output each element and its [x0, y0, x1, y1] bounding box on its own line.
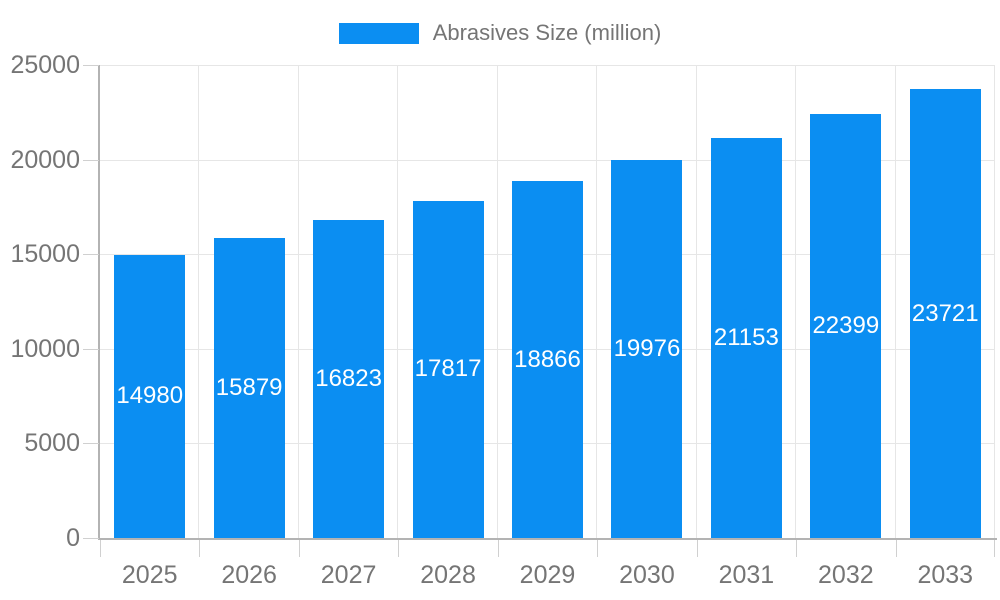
y-axis-line: [98, 65, 100, 540]
x-gridline-9: [994, 65, 995, 538]
legend-swatch: [338, 22, 419, 44]
y-tick-label-25000: 25000: [10, 51, 80, 79]
bar-value-label-2032: 22399: [812, 312, 880, 340]
bar-value-label-2025: 14980: [116, 382, 184, 410]
x-tick-mark-9: [994, 540, 995, 557]
y-gridline-25000: [100, 65, 995, 66]
y-tick-label-0: 0: [66, 524, 80, 552]
x-tick-label-2026: 2026: [221, 561, 277, 589]
x-gridline-2: [297, 65, 299, 538]
bar-2033[interactable]: 23721: [909, 89, 981, 538]
x-tick-mark-8: [895, 540, 897, 557]
y-tick-label-15000: 15000: [10, 240, 80, 269]
y-tick-mark-10000: [83, 348, 99, 350]
y-tick-mark-0: [83, 538, 99, 539]
bar-value-label-2031: 21153: [713, 323, 779, 351]
x-gridline-5: [596, 65, 598, 538]
x-tick-label-2027: 2027: [320, 561, 377, 589]
bar-value-label-2029: 18866: [514, 345, 581, 373]
bar-2031[interactable]: 21153: [710, 137, 782, 538]
y-tick-mark-5000: [83, 443, 99, 445]
y-tick-label-10000: 10000: [10, 334, 80, 363]
x-axis-line: [98, 538, 997, 540]
x-gridline-7: [795, 65, 797, 538]
bar-2027[interactable]: 16823: [313, 219, 385, 538]
bar-2032[interactable]: 22399: [810, 114, 882, 538]
y-tick-label-5000: 5000: [24, 429, 80, 458]
x-gridline-8: [894, 65, 896, 538]
x-tick-label-2025: 2025: [121, 561, 178, 589]
x-tick-mark-2: [298, 540, 300, 557]
x-tick-mark-4: [497, 540, 499, 557]
bar-value-label-2030: 19976: [613, 335, 681, 363]
y-tick-mark-25000: [83, 65, 99, 66]
legend-label: Abrasives Size (million): [432, 20, 662, 45]
x-tick-mark-7: [796, 540, 798, 557]
x-tick-label-2029: 2029: [519, 561, 576, 589]
bar-2030[interactable]: 19976: [611, 160, 683, 538]
y-gridline-20000: [100, 159, 995, 161]
y-tick-mark-20000: [83, 159, 99, 161]
x-tick-mark-0: [100, 540, 101, 557]
y-tick-label-20000: 20000: [10, 145, 80, 174]
x-tick-mark-6: [696, 540, 698, 557]
x-tick-label-2028: 2028: [420, 561, 476, 589]
bar-value-label-2028: 17817: [414, 355, 482, 383]
x-tick-label-2030: 2030: [619, 561, 675, 589]
bar-2028[interactable]: 17817: [412, 200, 484, 538]
legend: Abrasives Size (million): [0, 20, 1000, 46]
bar-2026[interactable]: 15879: [213, 237, 285, 538]
bar-value-label-2027: 16823: [315, 364, 382, 392]
x-tick-label-2032: 2032: [818, 561, 874, 589]
x-gridline-3: [397, 65, 399, 538]
x-gridline-1: [198, 65, 200, 538]
plot-area: 14980 15879 16823 17817 18866 19976 21153 22399…: [100, 65, 995, 538]
y-tick-mark-15000: [83, 254, 99, 256]
x-tick-mark-3: [398, 540, 400, 557]
x-gridline-4: [496, 65, 498, 538]
bar-2029[interactable]: 18866: [512, 181, 583, 538]
x-tick-mark-1: [199, 540, 201, 557]
bar-2025[interactable]: 14980: [114, 254, 186, 538]
x-gridline-6: [695, 65, 697, 538]
x-tick-mark-5: [597, 540, 599, 557]
bar-value-label-2026: 15879: [215, 373, 283, 401]
bar-value-label-2033: 23721: [911, 299, 979, 327]
x-tick-label-2033: 2033: [917, 561, 974, 589]
x-tick-label-2031: 2031: [718, 561, 775, 589]
